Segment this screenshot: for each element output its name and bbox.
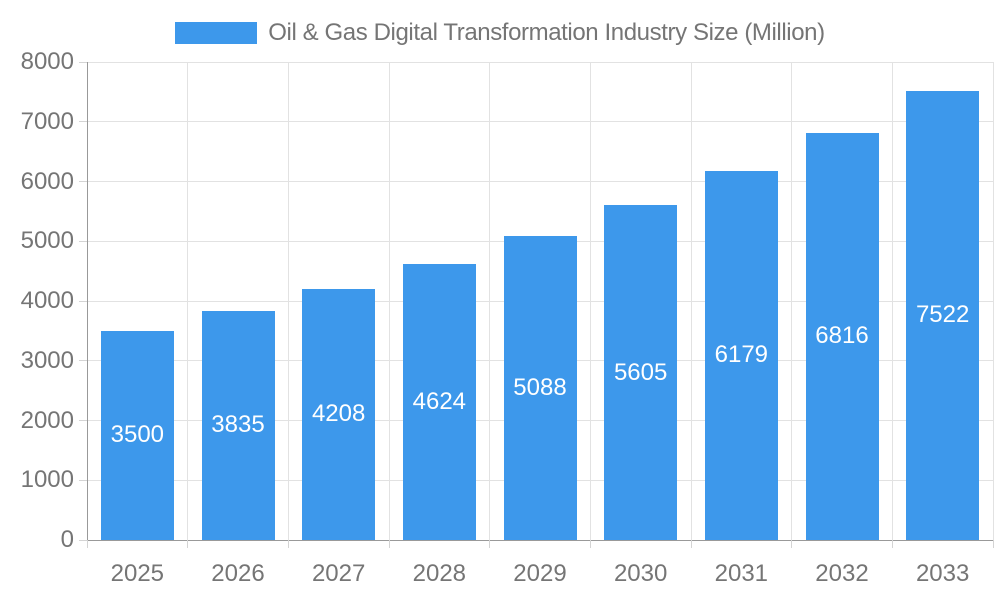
bar-2030[interactable]: 5605 (604, 205, 678, 540)
y-tick-label: 1000 (20, 466, 74, 494)
bar-2031[interactable]: 6179 (704, 170, 778, 540)
y-tick-label: 0 (60, 526, 74, 553)
x-axis-tick (187, 540, 189, 548)
x-tick-label: 2031 (714, 560, 769, 587)
y-tick-label: 2000 (20, 406, 74, 434)
x-tick-label: 2030 (613, 560, 668, 587)
gridline-vertical (690, 62, 692, 540)
gridline-vertical (791, 62, 793, 540)
bar-2029[interactable]: 5088 (503, 236, 577, 540)
bar-2027[interactable]: 4208 (302, 288, 376, 540)
x-tick-label: 2025 (110, 560, 165, 587)
x-axis-tick (992, 540, 994, 548)
bar-2025[interactable]: 3500 (100, 330, 174, 540)
y-tick-label: 4000 (20, 287, 74, 314)
y-axis-tick (79, 61, 87, 63)
bar-value-label: 4208 (311, 400, 366, 428)
bar-value-label: 5605 (613, 358, 668, 386)
x-tick-label: 2032 (815, 560, 869, 587)
y-tick-label: 3000 (20, 346, 74, 374)
legend-swatch (175, 22, 258, 44)
chart-legend[interactable]: Oil & Gas Digital Transformation Industr… (0, 20, 1000, 46)
legend-label: Oil & Gas Digital Transformation Industr… (268, 19, 825, 46)
gridline-vertical (388, 62, 390, 540)
x-tick-label: 2028 (412, 560, 467, 587)
y-axis-tick (79, 121, 87, 123)
bar-2028[interactable]: 4624 (402, 263, 476, 540)
y-axis-tick (79, 300, 87, 302)
x-axis-tick (891, 540, 893, 548)
gridline-vertical (187, 62, 189, 540)
y-tick-label: 6000 (20, 167, 74, 195)
bar-value-label: 3835 (211, 411, 265, 439)
gridline-vertical (891, 62, 893, 540)
x-tick-label: 2033 (915, 560, 970, 587)
gridline-horizontal (87, 181, 993, 182)
bar-2032[interactable]: 6816 (805, 132, 879, 540)
y-axis-tick (79, 479, 87, 481)
gridline-vertical (589, 62, 591, 540)
y-tick-label: 8000 (20, 48, 74, 75)
x-axis-tick (287, 540, 289, 548)
x-axis-tick (589, 540, 591, 548)
bar-2033[interactable]: 7522 (906, 90, 980, 540)
bar-value-label: 3500 (110, 421, 165, 449)
x-tick-label: 2027 (311, 560, 366, 587)
bar-2026[interactable]: 3835 (201, 310, 275, 540)
bar-value-label: 6816 (815, 322, 869, 350)
y-axis-tick (79, 360, 87, 362)
y-axis-line (86, 62, 88, 540)
x-tick-label: 2026 (211, 560, 265, 587)
bar-value-label: 5088 (513, 374, 567, 401)
bar-value-label: 7522 (915, 301, 970, 329)
x-axis-tick (489, 540, 491, 548)
y-axis-tick (79, 420, 87, 421)
gridline-vertical (992, 62, 994, 540)
x-tick-label: 2029 (513, 560, 567, 587)
x-axis-tick (86, 540, 88, 548)
y-tick-label: 7000 (20, 107, 74, 135)
x-axis-tick (388, 540, 390, 548)
x-axis-tick (690, 540, 692, 548)
plot-area: 3500 3835 4208 4624 5088 5605 6179 6816 7522 (86, 61, 994, 541)
gridline-vertical (489, 62, 491, 540)
gridline-horizontal (87, 121, 993, 123)
y-tick-label: 5000 (20, 227, 74, 255)
bar-value-label: 4624 (412, 387, 467, 415)
x-axis-tick (791, 540, 793, 548)
x-axis-line (87, 539, 993, 541)
bar-value-label: 6179 (714, 341, 769, 369)
y-axis-tick (79, 181, 87, 182)
gridline-horizontal (87, 61, 993, 63)
gridline-vertical (287, 62, 289, 540)
y-axis-tick (79, 539, 87, 541)
y-axis-tick (79, 240, 87, 242)
